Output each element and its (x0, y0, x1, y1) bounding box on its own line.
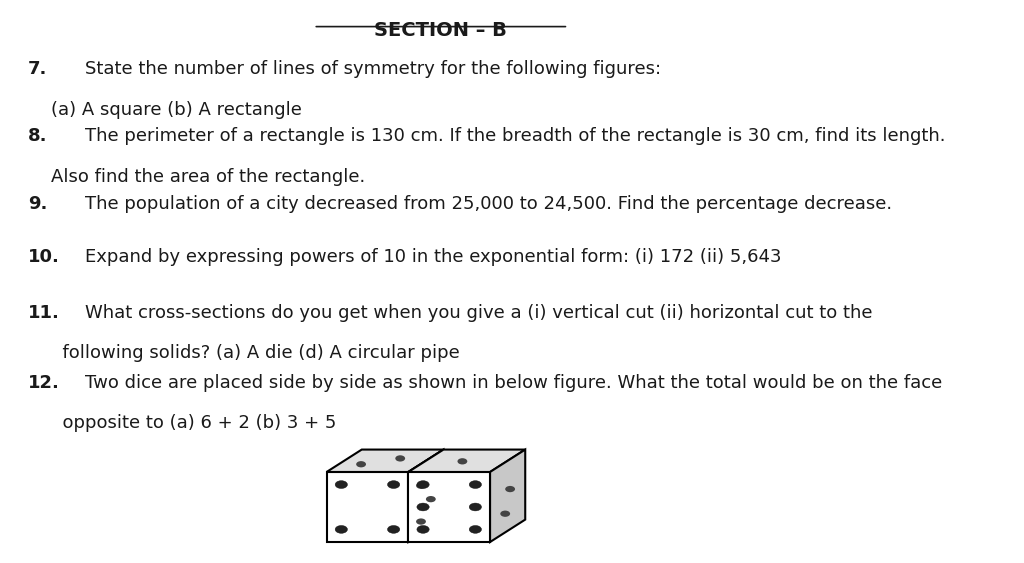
Text: Two dice are placed side by side as shown in below figure. What the total would : Two dice are placed side by side as show… (85, 374, 942, 392)
Text: 8.: 8. (28, 127, 47, 145)
Polygon shape (327, 472, 409, 542)
Text: The population of a city decreased from 25,000 to 24,500. Find the percentage de: The population of a city decreased from … (85, 195, 892, 213)
Text: State the number of lines of symmetry for the following figures:: State the number of lines of symmetry fo… (85, 60, 662, 78)
Circle shape (416, 482, 426, 489)
Circle shape (458, 458, 467, 464)
Circle shape (469, 503, 481, 511)
Text: Also find the area of the rectangle.: Also find the area of the rectangle. (28, 168, 365, 186)
Circle shape (387, 525, 399, 533)
Text: SECTION – B: SECTION – B (375, 21, 507, 40)
Circle shape (387, 481, 399, 489)
Circle shape (469, 481, 481, 489)
Polygon shape (409, 472, 490, 542)
Circle shape (335, 525, 347, 533)
Text: 12.: 12. (28, 374, 59, 392)
Polygon shape (409, 450, 443, 542)
Circle shape (335, 481, 347, 489)
Circle shape (356, 461, 366, 467)
Text: (a) A square (b) A rectangle: (a) A square (b) A rectangle (28, 101, 302, 119)
Text: 10.: 10. (28, 248, 59, 266)
Text: opposite to (a) 6 + 2 (b) 3 + 5: opposite to (a) 6 + 2 (b) 3 + 5 (28, 414, 336, 432)
Text: 9.: 9. (28, 195, 47, 213)
Polygon shape (490, 450, 525, 542)
Polygon shape (409, 450, 525, 472)
Circle shape (469, 525, 481, 533)
Text: What cross-sections do you get when you give a (i) vertical cut (ii) horizontal : What cross-sections do you get when you … (85, 304, 872, 322)
Polygon shape (327, 450, 443, 472)
Circle shape (426, 496, 436, 502)
Circle shape (505, 486, 515, 492)
Circle shape (501, 511, 510, 517)
Text: The perimeter of a rectangle is 130 cm. If the breadth of the rectangle is 30 cm: The perimeter of a rectangle is 130 cm. … (85, 127, 945, 145)
Circle shape (417, 503, 429, 511)
Circle shape (417, 525, 429, 533)
Text: following solids? (a) A die (d) A circular pipe: following solids? (a) A die (d) A circul… (28, 344, 460, 362)
Circle shape (416, 519, 426, 525)
Text: Expand by expressing powers of 10 in the exponential form: (i) 172 (ii) 5,643: Expand by expressing powers of 10 in the… (85, 248, 781, 266)
Text: 11.: 11. (28, 304, 59, 322)
Circle shape (395, 455, 406, 462)
Text: 7.: 7. (28, 60, 47, 78)
Circle shape (417, 481, 429, 489)
